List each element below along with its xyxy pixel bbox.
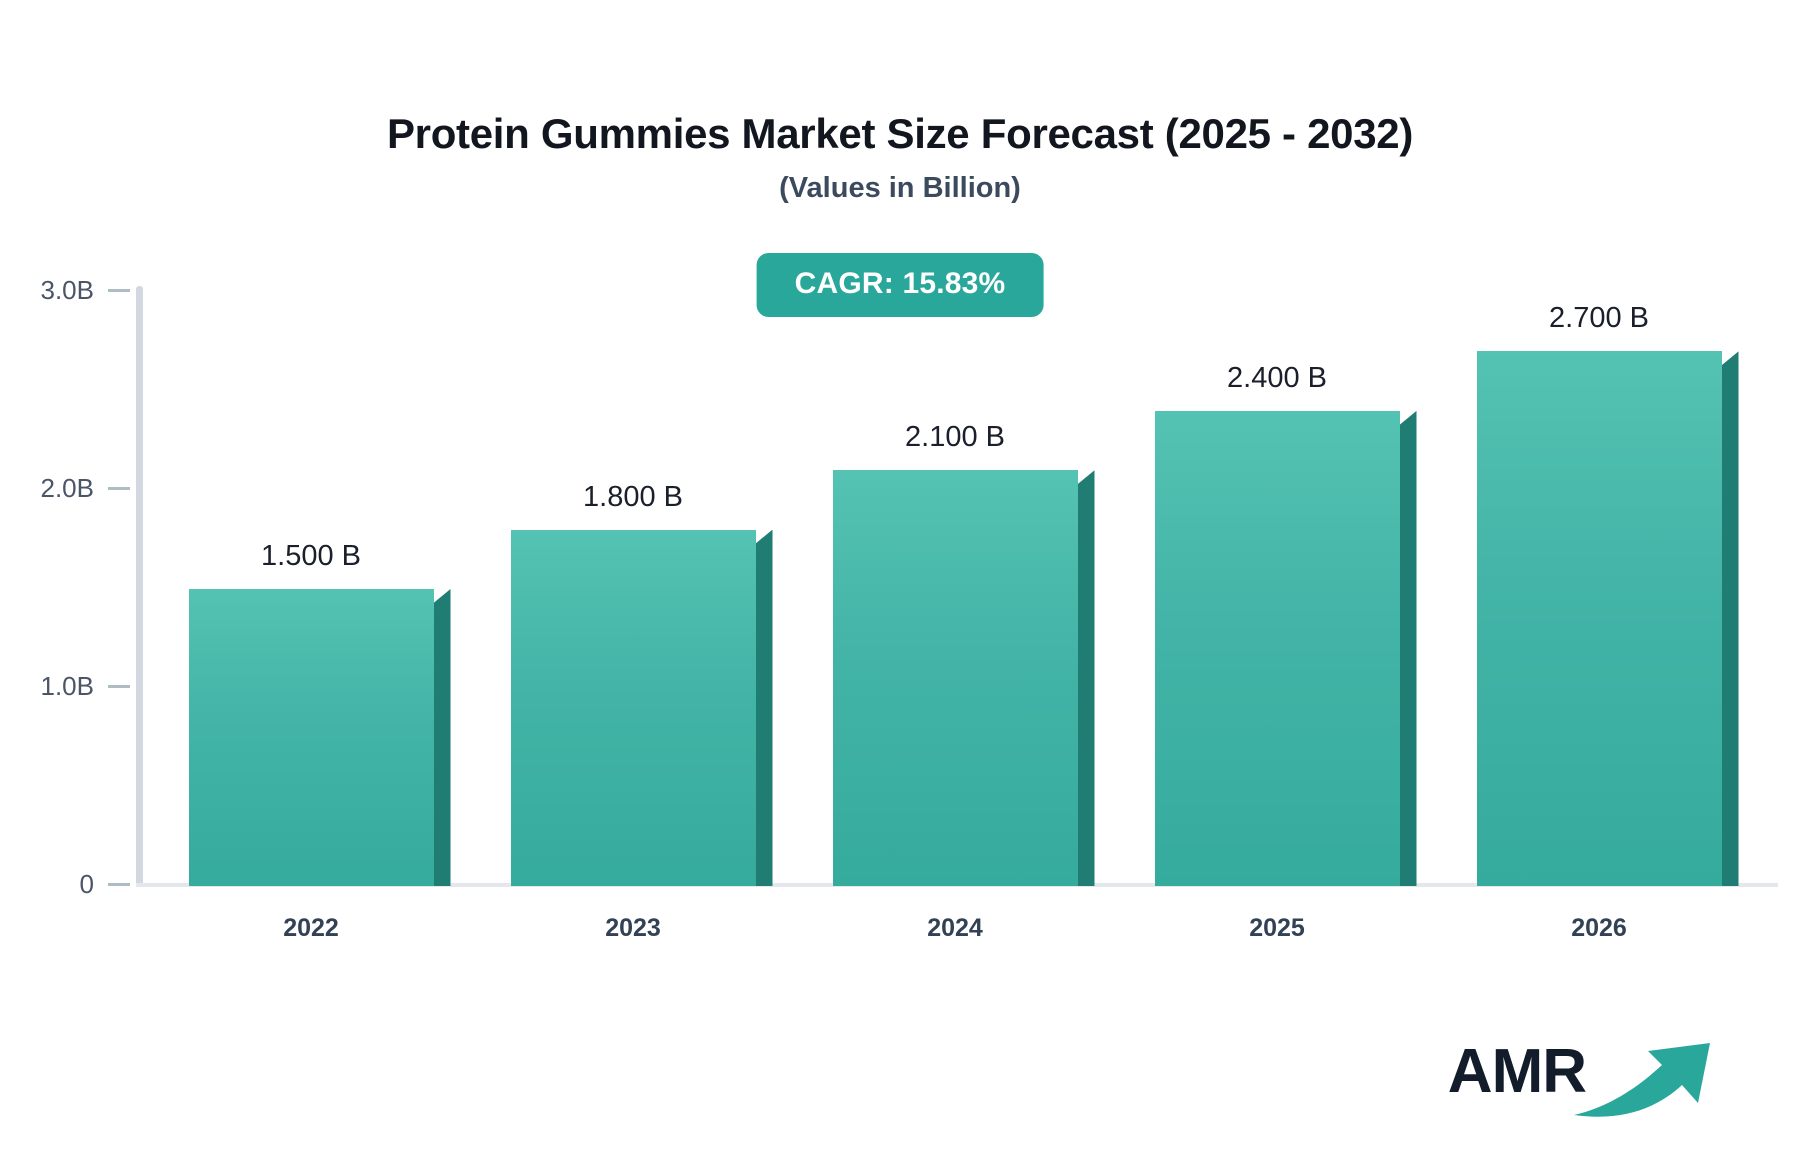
x-axis-tick-label: 2026 [1571,914,1627,942]
bar[interactable] [1154,410,1417,886]
bar-value-label: 2.700 B [1549,302,1649,335]
y-axis-tick: 2.0B [40,473,130,504]
bar-group[interactable]: 1.800 B 2023 [510,481,773,942]
bar-side-face [1077,470,1095,886]
bar-group[interactable]: 2.100 B 2024 [832,421,1095,942]
bar-value-label: 2.100 B [905,421,1005,454]
y-axis-tick-mark [108,685,130,688]
bar[interactable] [510,529,773,886]
chart-title: Protein Gummies Market Size Forecast (20… [386,110,1414,157]
y-axis-line [136,286,143,887]
bar-value-label: 1.500 B [261,540,361,572]
bar[interactable] [188,589,451,886]
y-axis-tick: 1.0B [40,671,130,702]
bar-group[interactable]: 2.400 B 2025 [1154,362,1417,942]
y-axis-ticks: 3.0B 2.0B 1.0B 0 [0,0,130,1156]
logo-text: AMR [1447,1036,1587,1106]
x-axis-tick-label: 2023 [605,914,661,942]
y-axis-tick-label: 1.0B [40,671,95,701]
y-axis-tick-mark [108,289,130,292]
bar[interactable] [1476,351,1739,886]
y-axis-tick-label: 2.0B [40,473,95,503]
chart-subtitle: (Values in Billion) [779,172,1021,204]
bar-front-face [1154,410,1400,886]
x-axis-tick-label: 2022 [283,914,339,942]
bar-value-label: 1.800 B [583,480,683,513]
amr-logo: AMR [1448,1017,1720,1126]
bar[interactable] [832,470,1095,886]
bar-front-face [832,470,1078,886]
bar-group[interactable]: 1.500 B 2022 [188,540,451,942]
bar-front-face [1476,351,1722,886]
growth-arrow-icon [1570,1029,1720,1126]
y-axis-tick: 0 [80,869,130,900]
bar-side-face [1399,410,1417,886]
y-axis-tick-label: 0 [79,869,94,899]
bar-front-face [510,529,756,886]
bar-group[interactable]: 2.700 B 2026 [1476,302,1739,942]
x-axis-tick-label: 2025 [1249,914,1305,942]
y-axis-tick: 3.0B [40,275,130,306]
y-axis-tick-mark [108,487,130,490]
y-axis-tick-label: 3.0B [40,275,95,305]
cagr-badge: CAGR: 15.83% [756,253,1044,317]
y-axis-tick-mark [108,883,130,886]
bar-side-face [433,589,451,886]
bar-side-face [755,529,773,886]
x-axis-tick-label: 2024 [927,914,983,942]
bar-front-face [188,589,434,886]
bar-side-face [1721,351,1739,886]
bar-value-label: 2.400 B [1227,361,1327,394]
